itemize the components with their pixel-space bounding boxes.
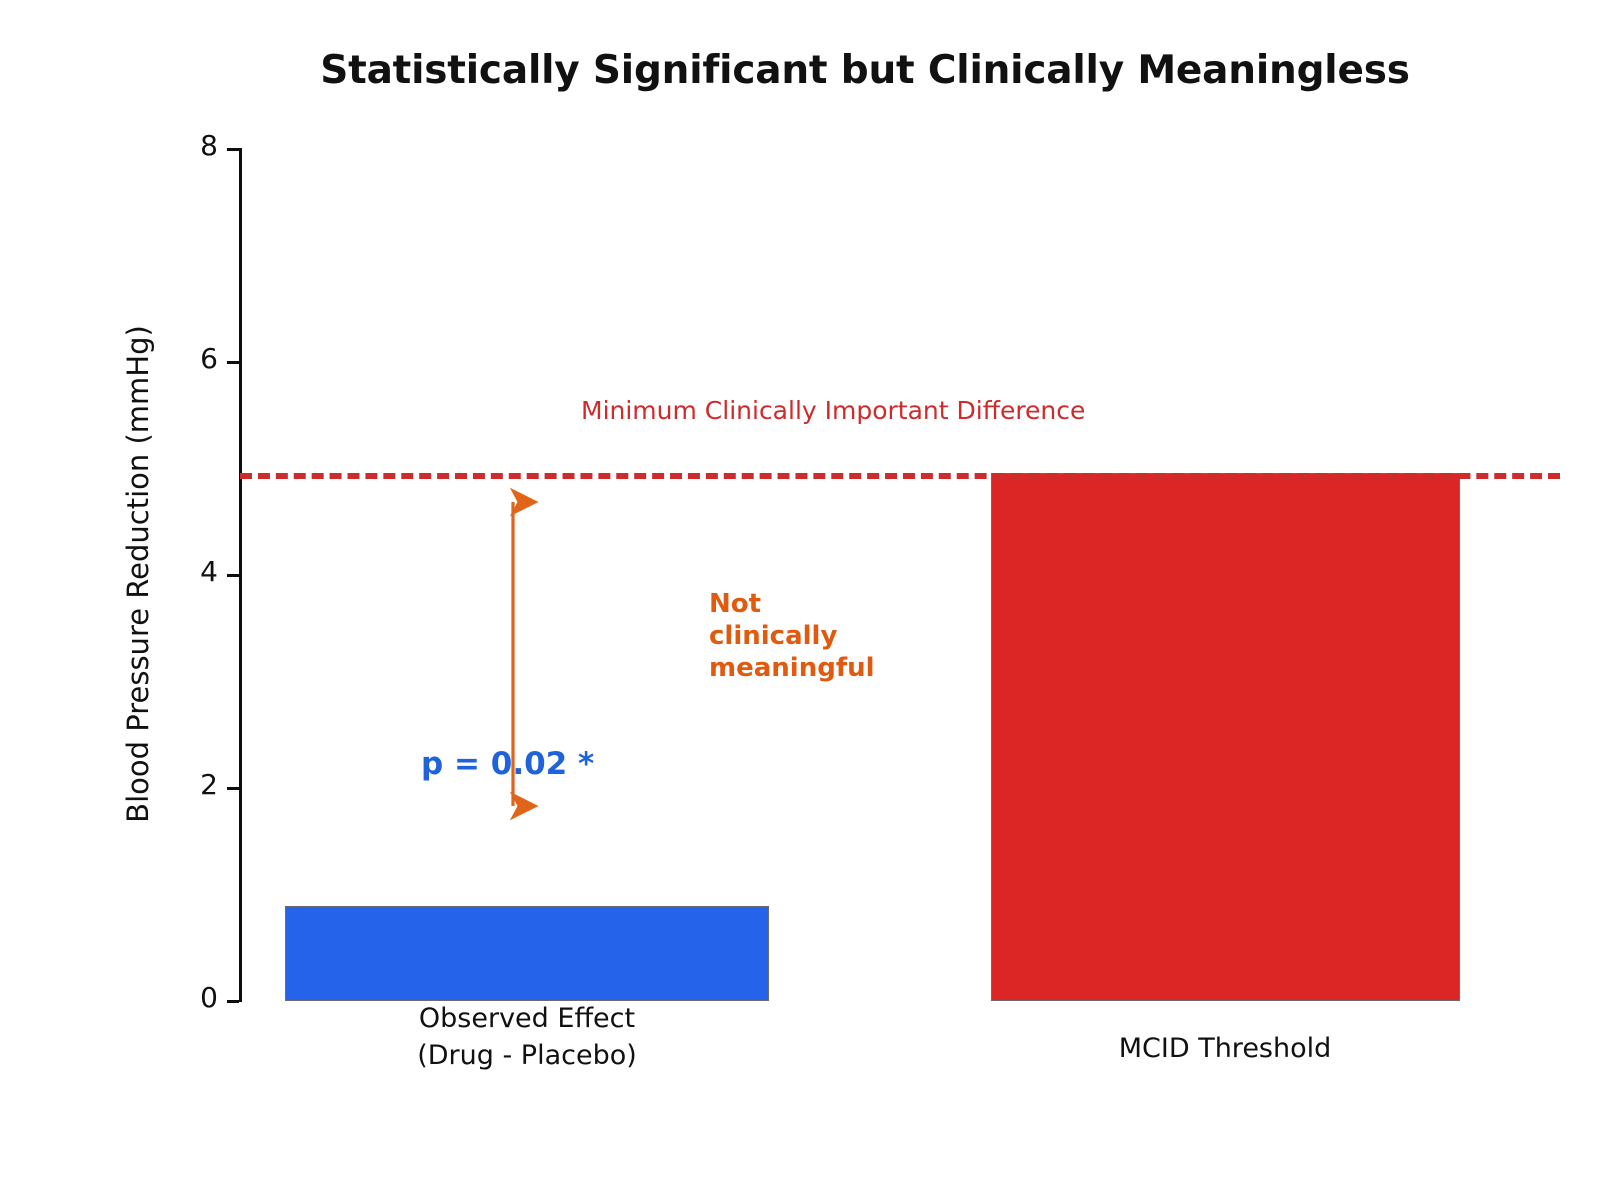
gap-arrow-icon	[509, 487, 539, 821]
y-tick-8	[227, 148, 239, 151]
x-tick-label-mcid-threshold: MCID Threshold	[1118, 1033, 1332, 1064]
y-tick-label-8: 8	[200, 129, 218, 162]
y-tick-label-4: 4	[200, 555, 218, 588]
y-tick-label-2: 2	[200, 768, 218, 801]
y-tick-6	[227, 361, 239, 364]
y-axis-title: Blood Pressure Reduction (mmHg)	[121, 325, 155, 823]
bar-observed-effect[interactable]	[285, 906, 769, 1001]
mcid-threshold-label: Minimum Clinically Important Difference	[581, 396, 1086, 425]
mcid-threshold-line	[240, 473, 1560, 479]
y-tick-2	[227, 787, 239, 790]
bar-mcid-threshold[interactable]	[991, 473, 1460, 1001]
gap-annotation-text: Not clinically meaningful	[709, 589, 875, 683]
y-tick-0	[227, 1000, 239, 1003]
page-title: Statistically Significant but Clinically…	[320, 48, 1410, 93]
y-axis-spine	[239, 148, 242, 1002]
y-tick-label-0: 0	[200, 981, 218, 1014]
y-tick-label-6: 6	[200, 342, 218, 375]
x-tick-label-observed-effect: Observed Effect (Drug - Placebo)	[417, 1003, 637, 1071]
p-value-annotation-text: p = 0.02 *	[421, 746, 595, 782]
y-tick-4	[227, 574, 239, 577]
